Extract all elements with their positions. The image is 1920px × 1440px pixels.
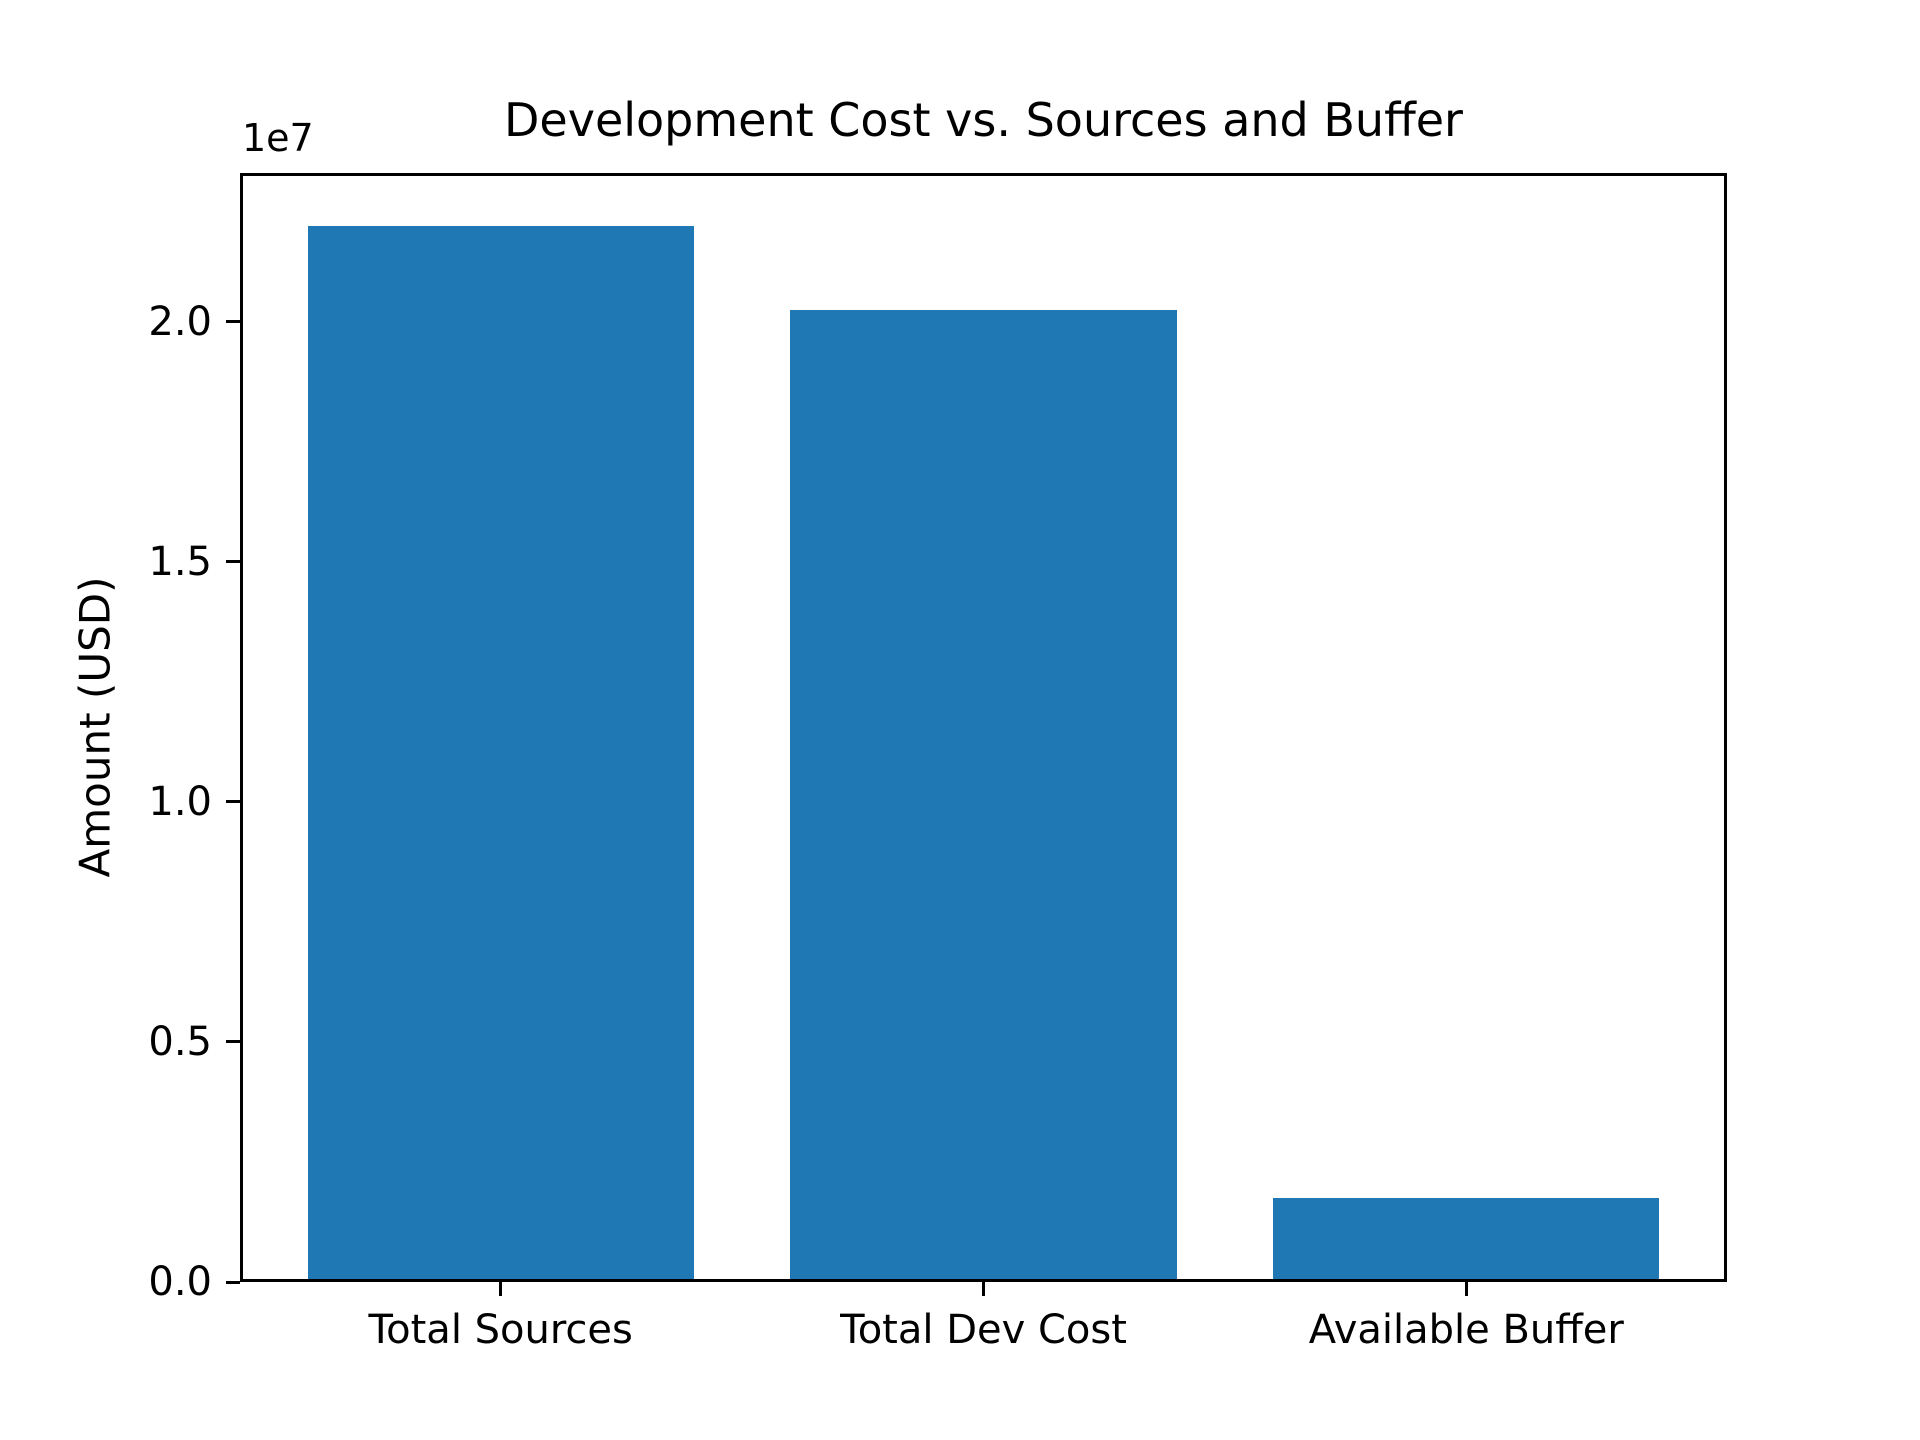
chart-title: Development Cost vs. Sources and Buffer [504,93,1463,147]
bar-available-buffer [1273,1197,1660,1282]
x-tick-label: Total Sources [368,1307,633,1353]
x-tick-mark [499,1282,503,1296]
bar-total-dev-cost [790,309,1177,1282]
x-tick-label: Available Buffer [1308,1307,1624,1353]
y-tick-label: 2.0 [148,298,212,345]
x-tick-mark [982,1282,985,1296]
y-tick-label: 0.5 [148,1018,212,1065]
y-axis-offset-label: 1e7 [242,116,314,160]
y-tick-label: 1.5 [148,538,212,585]
y-tick-label: 0.0 [148,1259,212,1305]
bar-total-sources [307,225,694,1282]
y-tick-mark [226,560,240,564]
y-tick-mark [226,320,240,324]
x-tick-label: Total Dev Cost [840,1307,1127,1353]
y-tick-mark [226,1280,240,1284]
y-tick-label: 1.0 [148,778,212,825]
x-tick-mark [1464,1282,1468,1296]
y-tick-mark [226,1040,240,1044]
y-tick-mark [226,800,240,804]
